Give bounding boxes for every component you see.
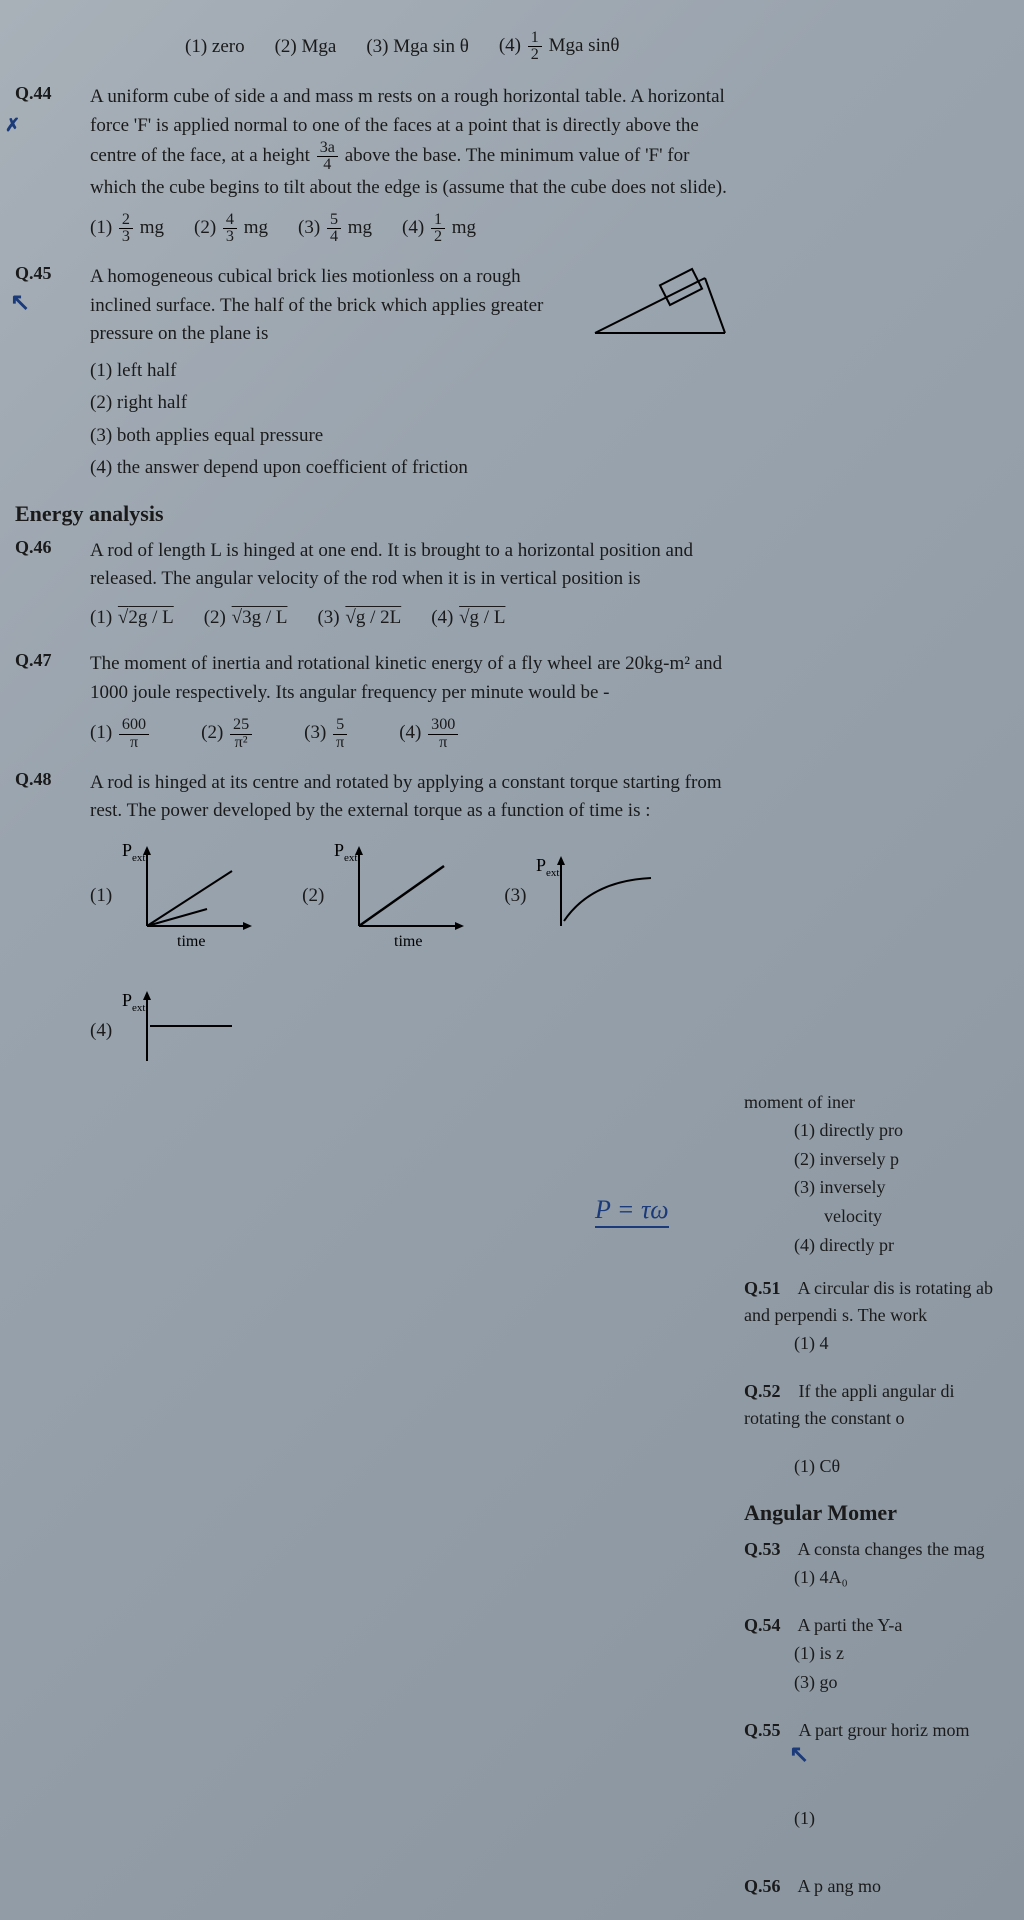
- q45-o1: (1) left half: [90, 357, 735, 386]
- q44-o4: (4) 12 mg: [402, 212, 476, 245]
- pen-mark-x: ✗: [5, 115, 20, 136]
- left-column: (1) zero (2) Mga (3) Mga sin θ (4) 12 Mg…: [15, 20, 735, 1089]
- q46-o1: (1) 2g / L: [90, 604, 174, 633]
- physics-page: (1) zero (2) Mga (3) Mga sin θ (4) 12 Mg…: [15, 20, 1009, 1345]
- top-answer-row: (1) zero (2) Mga (3) Mga sin θ (4) 12 Mg…: [185, 30, 735, 63]
- graph-1-svg: Pext time: [122, 841, 262, 951]
- q48-graphs: (1) Pext time (2): [90, 841, 735, 1071]
- q47-options: (1) 600π (2) 25π² (3) 5π (4) 300π: [90, 717, 735, 750]
- q44-o1: (1) 23 mg: [90, 212, 164, 245]
- graph-2: (2) Pext time: [302, 841, 474, 951]
- question-52: Q.52 If the appli angular di rotating th…: [744, 1378, 1009, 1481]
- q46-o2: (2) 3g / L: [204, 604, 288, 633]
- graph-ylabel: Pext: [122, 991, 145, 1014]
- q47-body: The moment of inertia and rotational kin…: [90, 650, 735, 750]
- opt-2: (2) Mga: [275, 36, 337, 58]
- question-47: Q.47 The moment of inertia and rotationa…: [15, 650, 735, 750]
- q45-o4: (4) the answer depend upon coefficient o…: [90, 454, 735, 483]
- section-energy: Energy analysis: [15, 501, 735, 527]
- q47-number: Q.47: [15, 650, 70, 750]
- q48-body: A rod is hinged at its centre and rotate…: [90, 769, 735, 1071]
- q46-body: A rod of length L is hinged at one end. …: [90, 537, 735, 633]
- q48-number: Q.48: [15, 769, 70, 1071]
- graph-1: (1) Pext time: [90, 841, 262, 951]
- q46-number: Q.46: [15, 537, 70, 633]
- q47-o3: (3) 5π: [304, 717, 349, 750]
- pen-mark-q55: ↖: [789, 1737, 809, 1773]
- opt-3: (3) Mga sin θ: [366, 36, 469, 58]
- q44-body: A uniform cube of side a and mass m rest…: [90, 83, 735, 245]
- handwritten-note: P = τω: [595, 1195, 669, 1225]
- question-55: Q.55 ↖ A part grour horiz mom (1): [744, 1717, 1009, 1833]
- pen-mark-check: ↖: [10, 288, 30, 317]
- svg-text:time: time: [177, 933, 205, 950]
- q45-o3: (3) both applies equal pressure: [90, 422, 735, 451]
- q47-o2: (2) 25π²: [201, 717, 254, 750]
- question-45: ↖ Q.45 A homogeneous cubical brick lies …: [15, 263, 735, 483]
- question-46: Q.46 A rod of length L is hinged at one …: [15, 537, 735, 633]
- q47-o1: (1) 600π: [90, 717, 151, 750]
- opt-1: (1) zero: [185, 36, 245, 58]
- incline-diagram: [585, 258, 735, 348]
- question-53: Q.53 A consta changes the mag (1) 4A₀: [744, 1536, 1009, 1592]
- right-top-partial: moment of iner (1) directly pro (2) inve…: [744, 1089, 1009, 1260]
- question-54: Q.54 A parti the Y-a (1) is z (3) go: [744, 1612, 1009, 1697]
- question-51: Q.51 A circular dis is rotating ab and p…: [744, 1275, 1009, 1358]
- graph-4-svg: Pext: [122, 991, 262, 1071]
- q46-o3: (3) g / 2L: [317, 604, 401, 633]
- graph-3: (3) Pext: [504, 841, 676, 951]
- graph-ylabel: Pext: [334, 841, 357, 864]
- q45-body: A homogeneous cubical brick lies motionl…: [90, 263, 735, 483]
- q44-o3: (3) 54 mg: [298, 212, 372, 245]
- q46-options: (1) 2g / L (2) 3g / L (3) g / 2L (4) g /…: [90, 604, 735, 633]
- q45-options: (1) left half (2) right half (3) both ap…: [90, 357, 735, 483]
- q45-o2: (2) right half: [90, 389, 735, 418]
- q47-o4: (4) 300π: [399, 717, 460, 750]
- question-56: Q.56 A p ang mo: [744, 1873, 1009, 1900]
- graph-ylabel: Pext: [122, 841, 145, 864]
- q44-o2: (2) 43 mg: [194, 212, 268, 245]
- graph-4: (4) Pext: [90, 991, 262, 1071]
- graph-ylabel: Pext: [536, 856, 559, 879]
- question-44: ✗ Q.44 A uniform cube of side a and mass…: [15, 83, 735, 245]
- right-column: moment of iner (1) directly pro (2) inve…: [734, 1089, 1009, 1920]
- graph-3-svg: Pext: [536, 856, 676, 936]
- q44-options: (1) 23 mg (2) 43 mg (3) 54 mg: [90, 212, 735, 245]
- q44-number: Q.44: [15, 83, 70, 245]
- svg-text:time: time: [394, 933, 422, 950]
- section-angular: Angular Momer: [744, 1500, 1009, 1526]
- q46-o4: (4) g / L: [431, 604, 505, 633]
- opt-4: (4) 12 Mga sinθ: [499, 30, 620, 63]
- graph-2-svg: Pext time: [334, 841, 474, 951]
- question-48: Q.48 A rod is hinged at its centre and r…: [15, 769, 735, 1071]
